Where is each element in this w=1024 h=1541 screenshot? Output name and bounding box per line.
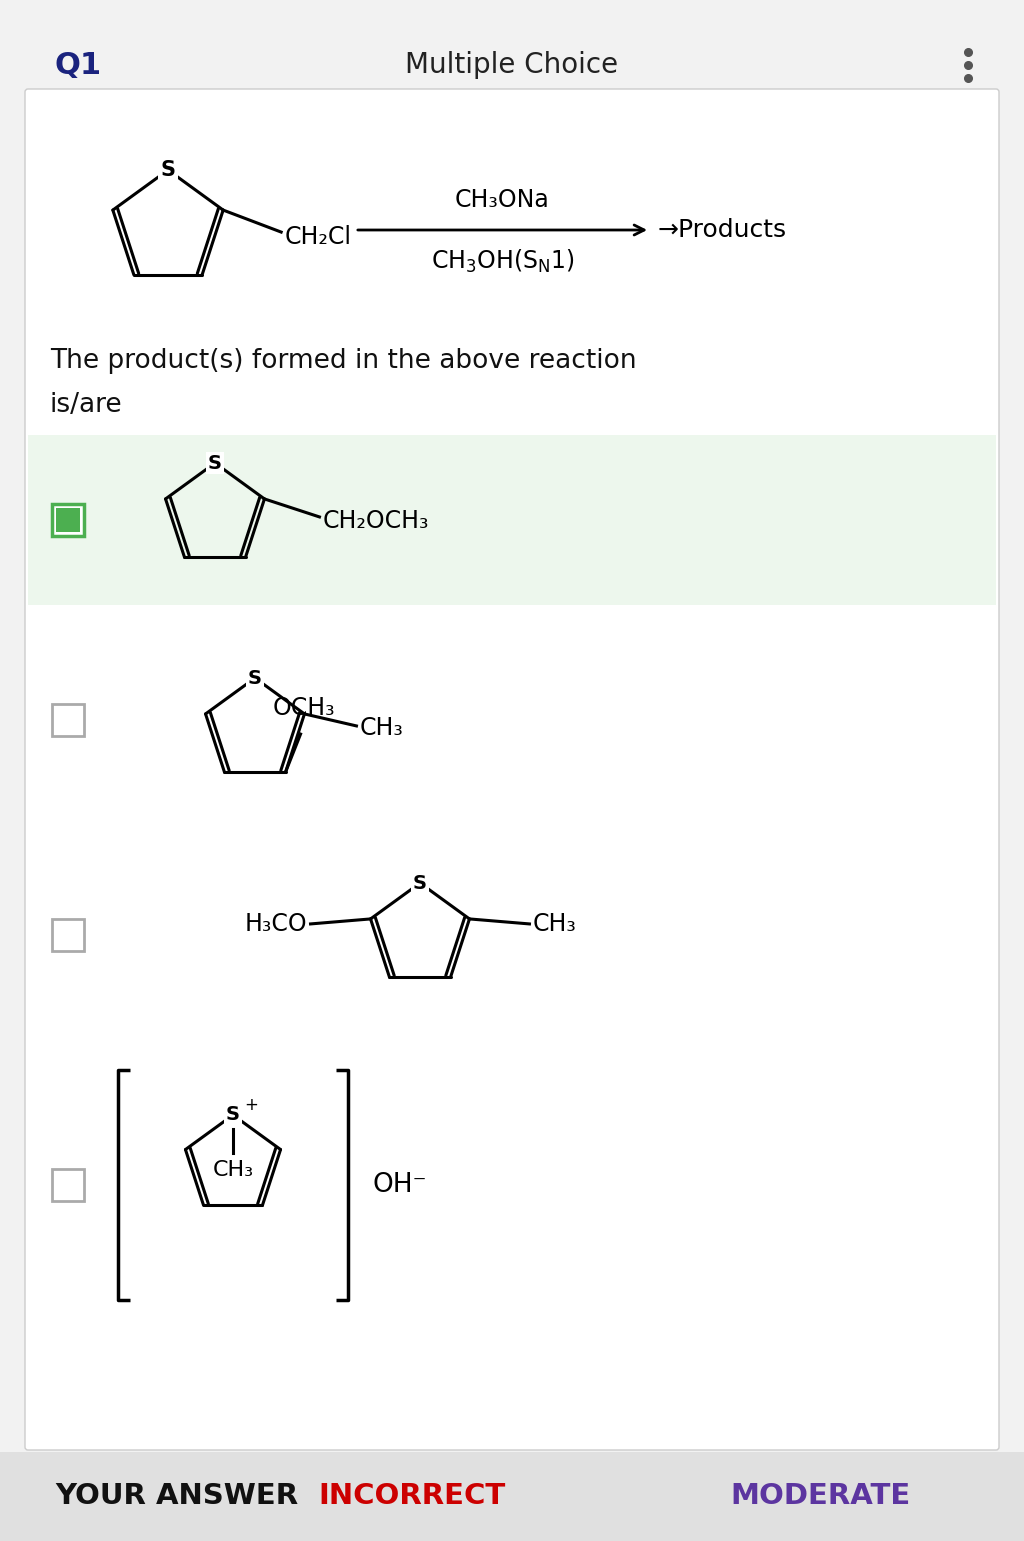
Bar (28, 435, 996, 606)
Text: CH₃: CH₃ (359, 717, 403, 740)
Text: YOUR ANSWER: YOUR ANSWER (55, 1482, 308, 1510)
Text: OH⁻: OH⁻ (373, 1173, 427, 1197)
Text: +: + (244, 1096, 258, 1114)
Text: →Products: →Products (658, 217, 787, 242)
Text: CH₃ONa: CH₃ONa (455, 188, 550, 213)
Text: CH₃: CH₃ (532, 912, 577, 935)
Bar (52, 918, 84, 951)
Text: CH₂OCH₃: CH₂OCH₃ (323, 509, 429, 533)
Text: OCH₃: OCH₃ (272, 697, 335, 720)
Bar (52, 704, 84, 737)
Text: The product(s) formed in the above reaction: The product(s) formed in the above react… (50, 348, 637, 374)
Text: CH$_3$OH(S$_\mathregular{N}$1): CH$_3$OH(S$_\mathregular{N}$1) (431, 248, 574, 276)
Text: S: S (161, 160, 175, 180)
Bar (0, 1452, 1024, 1541)
Bar (56, 509, 80, 532)
Text: Multiple Choice: Multiple Choice (406, 51, 618, 79)
Text: S: S (208, 453, 222, 473)
Text: INCORRECT: INCORRECT (318, 1482, 505, 1510)
Text: S: S (413, 874, 427, 892)
Text: CH₃: CH₃ (212, 1160, 254, 1180)
Bar (52, 504, 84, 536)
Text: MODERATE: MODERATE (730, 1482, 910, 1510)
Text: Q1: Q1 (55, 51, 102, 80)
Bar (52, 1170, 84, 1200)
FancyBboxPatch shape (25, 89, 999, 1450)
Text: H₃CO: H₃CO (245, 912, 307, 935)
Text: S: S (248, 669, 262, 687)
Text: S: S (226, 1105, 240, 1125)
Text: is/are: is/are (50, 391, 123, 418)
Text: CH₂Cl: CH₂Cl (285, 225, 351, 250)
